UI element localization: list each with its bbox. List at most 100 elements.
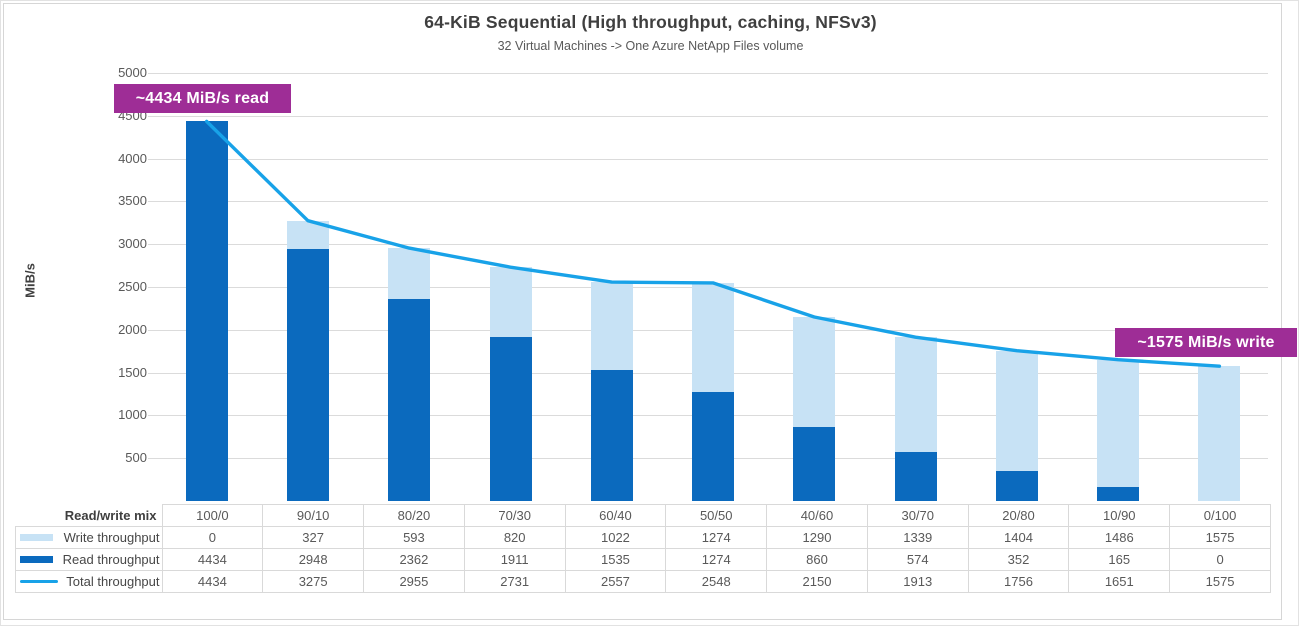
y-tick-label: 500: [125, 450, 147, 466]
write-throughput-bar: [894, 337, 937, 452]
legend-label-cell: Read throughput: [15, 548, 163, 571]
value-cell: 0: [161, 526, 264, 549]
legend-swatch-total-line-icon: [20, 580, 58, 583]
write-throughput-bar: [692, 282, 734, 392]
table-row: Write throughput 0 327 593 820 1022 1274 1290 13…: [15, 526, 1271, 549]
write-throughput-bar: [388, 248, 431, 299]
legend-label-cell: Write throughput: [15, 526, 163, 549]
category-cell: 10/90: [1068, 504, 1171, 527]
value-cell: 2955: [363, 570, 465, 593]
value-cell: 1913: [866, 570, 969, 593]
value-cell: 1575: [1169, 570, 1271, 593]
read-callout-badge: ~4434 MiB/s read: [114, 84, 291, 113]
gridline: [148, 244, 1268, 246]
value-cell: 1651: [1068, 570, 1171, 593]
y-tick-label: 4000: [118, 150, 147, 166]
write-throughput-bar: [590, 282, 633, 370]
category-cell: 30/70: [866, 504, 969, 527]
value-cell: 2948: [262, 548, 365, 571]
legend-label: Read throughput: [62, 552, 160, 567]
value-cell: 2150: [766, 570, 868, 593]
value-cell: 1911: [463, 548, 566, 571]
chart-subtitle: 32 Virtual Machines -> One Azure NetApp …: [497, 39, 804, 53]
value-cell: 1022: [564, 526, 667, 549]
legend-swatch-write-icon: [20, 534, 53, 541]
value-cell: 860: [766, 548, 868, 571]
y-axis-title: MiB/s: [22, 263, 38, 298]
y-tick-label: 3500: [118, 193, 147, 209]
value-cell: 1756: [967, 570, 1070, 593]
write-callout-badge: ~1575 MiB/s write: [1115, 328, 1297, 357]
value-cell: 2548: [665, 570, 768, 593]
read-throughput-bar: [692, 391, 734, 501]
legend-swatch-read-icon: [20, 556, 53, 563]
value-cell: 2362: [363, 548, 465, 571]
y-tick-label: 1000: [118, 407, 147, 423]
table-row: Total throughput 4434 3275 2955 2731 2557 2548…: [15, 570, 1271, 593]
y-tick-label: 1500: [118, 364, 147, 380]
read-throughput-bar: [388, 298, 431, 501]
data-table: Read/write mix 100/0 90/10 80/20 70/30 60/40 5…: [15, 504, 1271, 593]
read-throughput-bar: [185, 121, 228, 501]
write-throughput-bar: [995, 350, 1038, 471]
value-cell: 1486: [1068, 526, 1171, 549]
value-cell: 1290: [766, 526, 868, 549]
read-throughput-bar: [793, 427, 836, 501]
value-cell: 1535: [564, 548, 667, 571]
read-throughput-bar: [286, 248, 329, 501]
read-throughput-bar: [894, 451, 937, 501]
value-cell: 1274: [665, 526, 768, 549]
value-cell: 593: [363, 526, 465, 549]
value-cell: 4434: [161, 570, 264, 593]
value-cell: 4434: [161, 548, 264, 571]
table-row: Read/write mix 100/0 90/10 80/20 70/30 60/40 5…: [16, 504, 1271, 527]
value-cell: 327: [262, 526, 365, 549]
gridline: [148, 158, 1268, 160]
y-tick-label: 2000: [118, 321, 147, 337]
read-throughput-bar: [489, 337, 532, 501]
value-cell: 820: [463, 526, 566, 549]
plot-area: [148, 73, 1270, 501]
value-cell: 1404: [967, 526, 1070, 549]
category-cell: 80/20: [363, 504, 465, 527]
gridline: [148, 73, 1268, 74]
legend-label: Write throughput: [63, 530, 160, 545]
legend-label-cell: Total throughput: [15, 570, 163, 593]
chart-title: 64-KiB Sequential (High throughput, cach…: [424, 12, 877, 32]
category-cell: 50/50: [665, 504, 768, 527]
category-cell: 0/100: [1169, 504, 1271, 527]
read-throughput-bar: [995, 470, 1038, 501]
category-cell: 70/30: [463, 504, 566, 527]
y-tick-label: 5000: [118, 65, 147, 80]
y-tick-label: 2500: [118, 279, 147, 294]
category-cell: 20/80: [967, 504, 1070, 527]
value-cell: 1274: [665, 548, 768, 571]
value-cell: 1575: [1169, 526, 1271, 549]
category-cell: 60/40: [564, 504, 667, 527]
value-cell: 2731: [463, 570, 566, 593]
write-throughput-bar: [1198, 366, 1241, 501]
value-cell: 165: [1068, 548, 1171, 571]
category-cell: 40/60: [766, 504, 868, 527]
value-cell: 3275: [262, 570, 365, 593]
y-tick-label: 3000: [118, 236, 147, 252]
value-cell: 352: [967, 548, 1070, 571]
value-cell: 2557: [564, 570, 667, 593]
value-cell: 1339: [866, 526, 969, 549]
read-throughput-bar: [1097, 486, 1140, 501]
category-cell: 90/10: [262, 504, 365, 527]
write-throughput-bar: [1097, 359, 1140, 487]
row-header-read-write-mix: Read/write mix: [64, 507, 157, 523]
write-throughput-bar: [793, 317, 836, 428]
gridline: [148, 201, 1268, 203]
value-cell: 574: [866, 548, 969, 571]
total-throughput-line: [204, 119, 1222, 368]
value-cell: 0: [1169, 548, 1271, 571]
category-cell: 100/0: [161, 504, 264, 527]
legend-label: Total throughput: [66, 574, 160, 589]
read-throughput-bar: [590, 369, 633, 501]
table-row: Read throughput 4434 2948 2362 1911 1535 1274 8…: [15, 548, 1271, 571]
write-throughput-bar: [489, 267, 532, 338]
gridline: [148, 115, 1268, 117]
